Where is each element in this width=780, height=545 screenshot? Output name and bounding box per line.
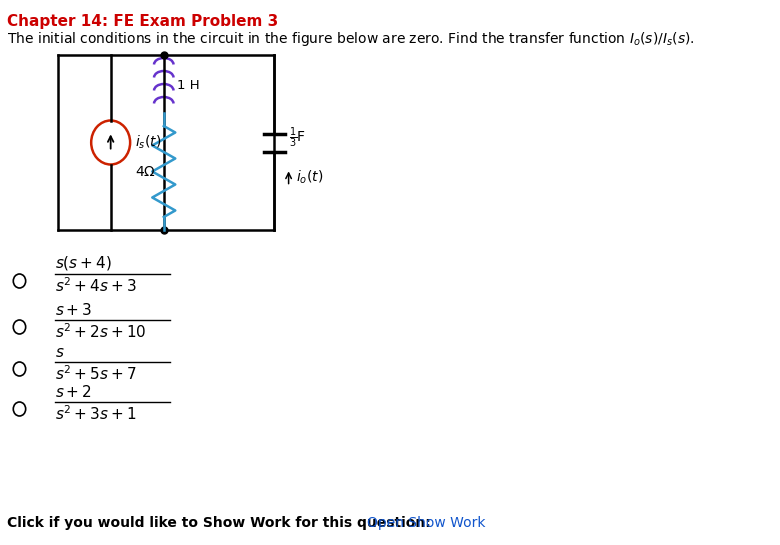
Text: $s(s+4)$: $s(s+4)$ — [55, 254, 112, 272]
Text: Click if you would like to Show Work for this question:: Click if you would like to Show Work for… — [7, 516, 431, 530]
Text: 1 H: 1 H — [177, 78, 200, 92]
Text: $i_o(t)$: $i_o(t)$ — [296, 169, 323, 186]
Text: $s^2+3s+1$: $s^2+3s+1$ — [55, 404, 136, 423]
Text: $s^2+4s+3$: $s^2+4s+3$ — [55, 276, 136, 295]
Text: $\frac{1}{3}$F: $\frac{1}{3}$F — [289, 125, 306, 150]
Text: $s+2$: $s+2$ — [55, 384, 92, 400]
Text: $s+3$: $s+3$ — [55, 302, 92, 318]
Text: $s^2+5s+7$: $s^2+5s+7$ — [55, 364, 136, 383]
Text: Chapter 14: FE Exam Problem 3: Chapter 14: FE Exam Problem 3 — [7, 14, 278, 29]
Text: $s$: $s$ — [55, 345, 65, 360]
Text: $i_s(t)$: $i_s(t)$ — [136, 134, 161, 151]
Text: The initial conditions in the circuit in the figure below are zero. Find the tra: The initial conditions in the circuit in… — [7, 30, 695, 48]
Text: 4$\Omega$: 4$\Omega$ — [136, 165, 157, 179]
Text: Open Show Work: Open Show Work — [367, 516, 486, 530]
Text: $s^2+2s+10$: $s^2+2s+10$ — [55, 322, 146, 341]
